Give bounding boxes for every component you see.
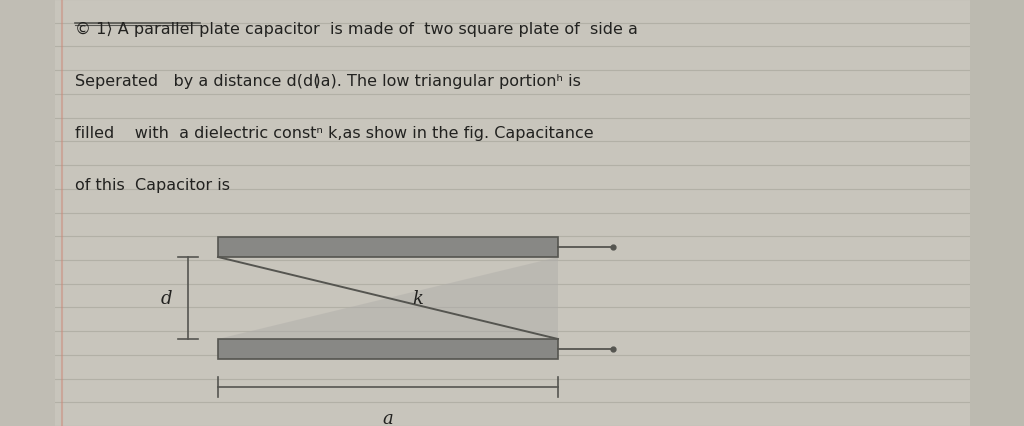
Text: filled    with  a dielectric constⁿ k,as show in the fig. Capacitance: filled with a dielectric constⁿ k,as sho…: [75, 126, 594, 141]
Bar: [970, 0, 1024, 426]
Text: of this  Capacitor is: of this Capacitor is: [75, 178, 230, 193]
Text: d: d: [160, 289, 172, 307]
Text: a: a: [383, 409, 393, 426]
Text: © 1⟩ A parallel plate capacitor  is made of  two square plate of  side a: © 1⟩ A parallel plate capacitor is made …: [75, 22, 638, 37]
Bar: [218, 237, 558, 257]
Text: k: k: [413, 289, 424, 307]
Polygon shape: [218, 257, 558, 339]
Bar: [218, 339, 558, 359]
Bar: [0, 0, 55, 426]
Text: Seperated   by a distance d(d≬a). The low triangular portionʰ is: Seperated by a distance d(d≬a). The low …: [75, 74, 581, 89]
